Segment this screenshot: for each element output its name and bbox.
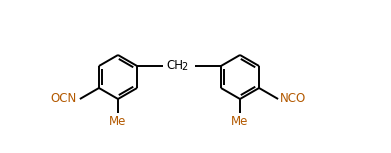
Text: 2: 2 bbox=[181, 62, 187, 73]
Text: Me: Me bbox=[231, 115, 249, 128]
Text: NCO: NCO bbox=[280, 92, 307, 105]
Text: Me: Me bbox=[109, 115, 127, 128]
Text: OCN: OCN bbox=[51, 92, 77, 105]
Text: CH: CH bbox=[167, 59, 183, 72]
